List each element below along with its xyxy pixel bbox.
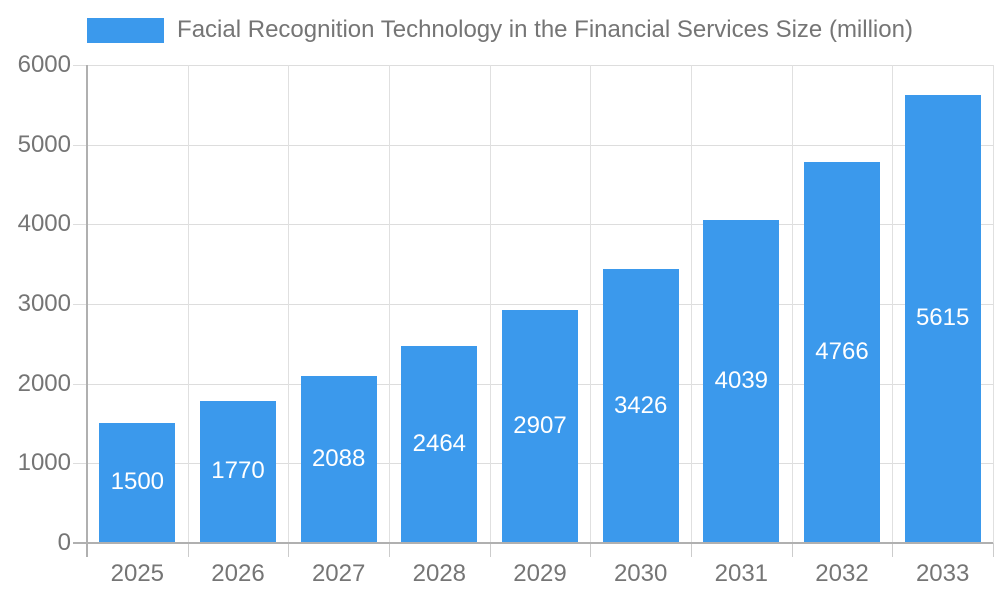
bar-2025[interactable]: 1500 bbox=[99, 422, 176, 542]
y-axis-tick-label: 3000 bbox=[17, 290, 71, 317]
bar-value-label: 5615 bbox=[915, 304, 970, 332]
x-axis-tick-label: 2033 bbox=[915, 560, 970, 587]
x-axis-tick-label: 2031 bbox=[714, 560, 769, 587]
legend-swatch bbox=[87, 17, 165, 43]
x-axis-tick bbox=[187, 543, 189, 557]
gridline-horizontal bbox=[73, 144, 993, 146]
bar-2032[interactable]: 4766 bbox=[804, 162, 880, 542]
y-axis-tick-label: 1000 bbox=[17, 449, 71, 477]
x-axis-tick-label: 2028 bbox=[412, 560, 467, 587]
gridline-vertical bbox=[993, 65, 994, 543]
gridline-vertical bbox=[389, 65, 390, 543]
bar-2026[interactable]: 1770 bbox=[200, 400, 276, 542]
gridline-vertical bbox=[590, 65, 592, 543]
gridline-horizontal bbox=[73, 304, 993, 305]
bar-value-label: 2464 bbox=[412, 429, 467, 457]
x-axis-line bbox=[73, 542, 993, 544]
bar-value-label: 1500 bbox=[110, 468, 165, 496]
x-axis-tick-label: 2025 bbox=[110, 560, 165, 587]
bar-value-label: 2907 bbox=[513, 412, 567, 440]
chart-legend[interactable]: Facial Recognition Technology in the Fin… bbox=[0, 17, 1000, 43]
x-axis-tick bbox=[691, 543, 692, 557]
x-axis-tick bbox=[288, 543, 290, 557]
gridline-horizontal bbox=[73, 65, 993, 66]
y-axis-tick-label: 4000 bbox=[17, 210, 71, 238]
y-axis-tick-label: 2000 bbox=[17, 369, 71, 397]
x-axis-tick bbox=[590, 543, 592, 557]
y-axis-line bbox=[86, 65, 88, 557]
x-axis-tick-label: 2030 bbox=[613, 560, 668, 587]
x-axis-tick-label: 2029 bbox=[513, 560, 567, 587]
gridline-vertical bbox=[791, 65, 793, 543]
legend-label: Facial Recognition Technology in the Fin… bbox=[177, 16, 913, 43]
y-axis-tick-label: 6000 bbox=[17, 51, 71, 78]
gridline-vertical bbox=[489, 65, 491, 543]
bar-value-label: 4766 bbox=[815, 338, 869, 366]
bar-2028[interactable]: 2464 bbox=[401, 345, 478, 542]
x-axis-tick bbox=[489, 543, 491, 557]
gridline-vertical bbox=[691, 65, 692, 543]
gridline-vertical bbox=[288, 65, 290, 543]
bar-2029[interactable]: 2907 bbox=[502, 310, 578, 542]
x-axis-tick bbox=[791, 543, 793, 557]
bar-value-label: 3426 bbox=[613, 391, 668, 419]
y-axis-tick-label: 5000 bbox=[17, 130, 71, 158]
bar-value-label: 4039 bbox=[714, 367, 769, 395]
gridline-horizontal bbox=[73, 224, 993, 226]
bar-value-label: 1770 bbox=[211, 457, 265, 485]
bar-value-label: 2088 bbox=[311, 444, 366, 472]
x-axis-tick bbox=[892, 543, 894, 557]
gridline-vertical bbox=[187, 65, 189, 543]
x-axis-tick-label: 2032 bbox=[815, 560, 869, 587]
bar-2033[interactable]: 5615 bbox=[904, 94, 981, 542]
x-axis-tick-label: 2026 bbox=[211, 560, 265, 587]
y-axis-tick-label: 0 bbox=[57, 529, 71, 556]
gridline-vertical bbox=[892, 65, 894, 543]
x-axis-tick-label: 2027 bbox=[311, 560, 366, 587]
x-axis-tick bbox=[389, 543, 390, 557]
bar-2031[interactable]: 4039 bbox=[703, 220, 780, 542]
x-axis-tick bbox=[993, 543, 994, 557]
bar-2027[interactable]: 2088 bbox=[300, 375, 377, 542]
bar-2030[interactable]: 3426 bbox=[602, 269, 679, 542]
